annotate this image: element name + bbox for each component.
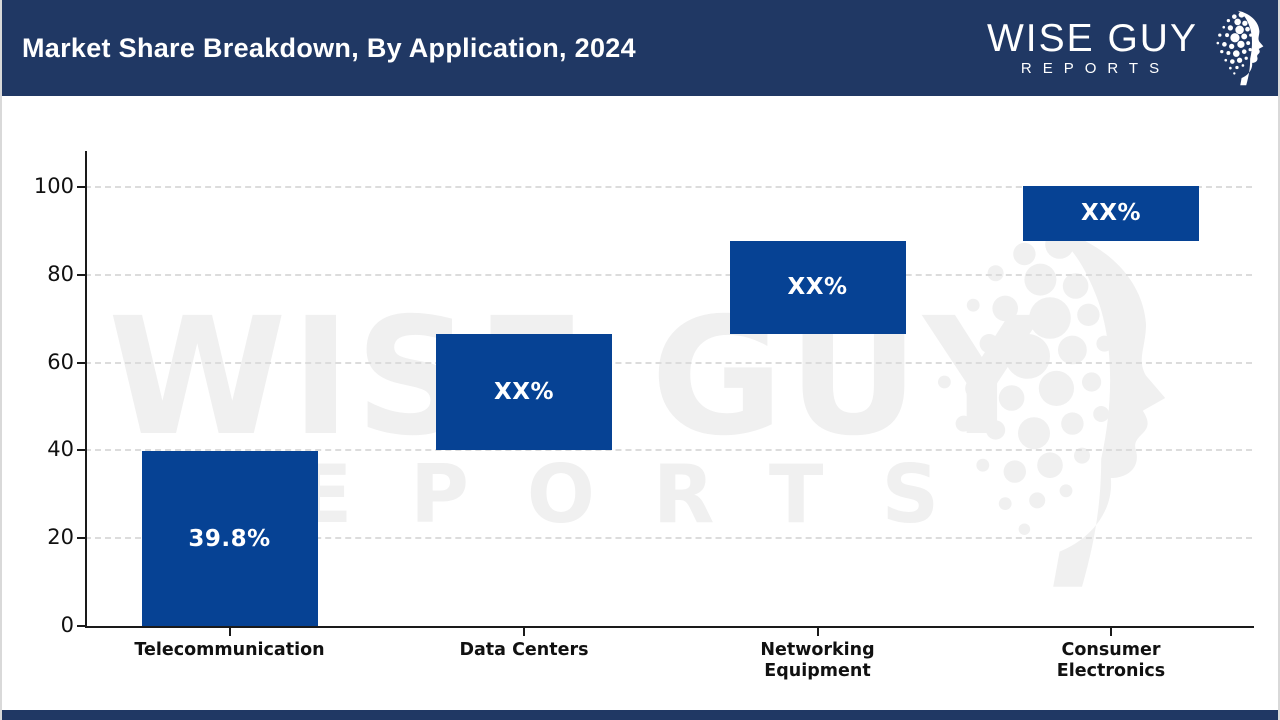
x-category-label-line: Telecommunication (134, 640, 325, 660)
x-tick-mark (1110, 628, 1112, 636)
page-title: Market Share Breakdown, By Application, … (22, 32, 636, 63)
y-tick-label: 60 (47, 349, 74, 374)
x-category-label-line: Data Centers (459, 640, 589, 660)
brand-subtitle: REPORTS (1020, 60, 1171, 77)
x-category-label: Networking Equipment (668, 640, 968, 683)
gridline (85, 361, 1252, 364)
y-tick-mark (77, 186, 85, 188)
footer-band (0, 710, 1280, 720)
bar-segment: 39.8% (141, 451, 318, 626)
y-tick-mark (77, 449, 85, 452)
x-category-label: Telecommunication (80, 640, 380, 661)
x-tick-mark (228, 628, 231, 636)
y-tick-label: 0 (60, 613, 74, 637)
x-category-label-line: Consumer (1061, 640, 1161, 660)
x-axis-line (85, 626, 1254, 628)
x-category-label-line: Equipment (764, 661, 871, 682)
header-band: Market Share Breakdown, By Application, … (0, 0, 1280, 96)
x-category-label-line: Networking (760, 640, 875, 660)
y-tick-mark (77, 361, 85, 364)
dotted-head-logo-icon (1216, 10, 1264, 86)
y-tick-label: 100 (33, 174, 74, 198)
y-tick-mark (77, 625, 85, 627)
bar-value-label: 39.8% (188, 525, 271, 552)
chart-area: WISE GUY REPORTS 0 20 40 60 80 100 39.8% XX% XX%… (0, 96, 1280, 710)
gridline (85, 186, 1252, 188)
y-axis-line (85, 151, 87, 628)
y-tick-label: 20 (47, 525, 74, 550)
gridline (85, 273, 1252, 276)
brand-text: WISE GUY REPORTS (987, 19, 1198, 77)
gridline (85, 537, 1252, 540)
watermark-head-icon (938, 225, 1166, 587)
y-tick-label: 40 (47, 437, 74, 462)
x-tick-mark (816, 628, 819, 636)
bar-segment: XX% (1023, 185, 1199, 241)
x-category-label-line: Electronics (1056, 661, 1166, 682)
x-category-label: Data Centers (374, 640, 674, 661)
bar-segment: XX% (436, 334, 612, 451)
y-tick-label: 80 (47, 261, 74, 286)
y-tick-mark (77, 537, 85, 540)
bar-value-label: XX% (493, 379, 554, 406)
bar-value-label: XX% (787, 274, 848, 301)
x-tick-mark (523, 628, 525, 636)
x-category-label: Consumer Electronics (961, 640, 1261, 683)
y-tick-mark (77, 273, 85, 276)
bar-value-label: XX% (1080, 200, 1141, 227)
bar-segment: XX% (729, 240, 906, 335)
brand-name: WISE GUY (986, 17, 1198, 60)
brand-logo: WISE GUY REPORTS (987, 7, 1280, 89)
gridline (85, 449, 1252, 452)
